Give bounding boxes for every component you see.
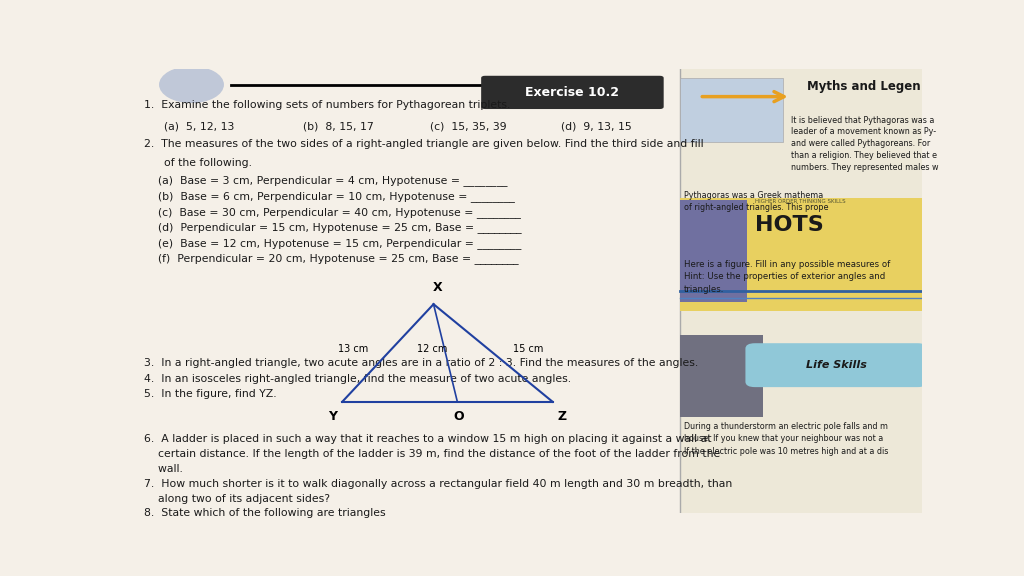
Text: (d)  9, 13, 15: (d) 9, 13, 15 bbox=[560, 122, 631, 131]
Text: During a thunderstorm an electric pole falls and m
house. If you knew that your : During a thunderstorm an electric pole f… bbox=[684, 422, 888, 456]
Text: (b)  8, 15, 17: (b) 8, 15, 17 bbox=[303, 122, 374, 131]
Text: Z: Z bbox=[557, 410, 566, 423]
Text: certain distance. If the length of the ladder is 39 m, find the distance of the : certain distance. If the length of the l… bbox=[143, 449, 720, 459]
Text: 4.  In an isosceles right-angled triangle, find the measure of two acute angles.: 4. In an isosceles right-angled triangle… bbox=[143, 374, 571, 384]
Text: It is believed that Pythagoras was a
leader of a movement known as Py-
and were : It is believed that Pythagoras was a lea… bbox=[791, 116, 938, 172]
Bar bbox=[680, 78, 782, 142]
Text: (a)  5, 12, 13: (a) 5, 12, 13 bbox=[164, 122, 234, 131]
Text: 5.  In the figure, find YZ.: 5. In the figure, find YZ. bbox=[143, 389, 276, 399]
Text: along two of its adjacent sides?: along two of its adjacent sides? bbox=[143, 494, 330, 504]
Text: X: X bbox=[433, 282, 442, 294]
Text: Y: Y bbox=[329, 410, 337, 423]
Text: 1.  Examine the following sets of numbers for Pythagorean triplets.: 1. Examine the following sets of numbers… bbox=[143, 100, 510, 110]
Text: Life Skills: Life Skills bbox=[806, 360, 867, 370]
Text: 3.  In a right-angled triangle, two acute angles are in a ratio of 2 : 3. Find t: 3. In a right-angled triangle, two acute… bbox=[143, 358, 698, 368]
Text: Exercise 10.2: Exercise 10.2 bbox=[525, 86, 620, 98]
Text: 13 cm: 13 cm bbox=[338, 343, 368, 354]
Bar bbox=[680, 69, 922, 513]
Text: (e)  Base = 12 cm, Hypotenuse = 15 cm, Perpendicular = ________: (e) Base = 12 cm, Hypotenuse = 15 cm, Pe… bbox=[143, 238, 521, 249]
FancyArrowPatch shape bbox=[702, 92, 784, 101]
Text: 15 cm: 15 cm bbox=[513, 343, 544, 354]
Text: 7.  How much shorter is it to walk diagonally across a rectangular field 40 m le: 7. How much shorter is it to walk diagon… bbox=[143, 479, 732, 490]
Text: wall.: wall. bbox=[143, 464, 182, 474]
Text: of the following.: of the following. bbox=[164, 158, 252, 168]
Text: HOTS: HOTS bbox=[755, 215, 823, 236]
Bar bbox=[680, 200, 748, 302]
Text: (d)  Perpendicular = 15 cm, Hypotenuse = 25 cm, Base = ________: (d) Perpendicular = 15 cm, Hypotenuse = … bbox=[143, 222, 521, 233]
Text: 8.  State which of the following are triangles: 8. State which of the following are tria… bbox=[143, 508, 385, 518]
Text: (c)  15, 35, 39: (c) 15, 35, 39 bbox=[430, 122, 506, 131]
Bar bbox=[680, 198, 922, 311]
Text: Here is a figure. Fill in any possible measures of
Hint: Use the properties of e: Here is a figure. Fill in any possible m… bbox=[684, 260, 890, 294]
FancyBboxPatch shape bbox=[745, 343, 927, 387]
Text: O: O bbox=[454, 410, 464, 423]
Circle shape bbox=[160, 67, 223, 103]
FancyBboxPatch shape bbox=[481, 76, 664, 109]
Text: (a)  Base = 3 cm, Perpendicular = 4 cm, Hypotenuse = ________: (a) Base = 3 cm, Perpendicular = 4 cm, H… bbox=[143, 176, 507, 187]
Text: Myths and Legen: Myths and Legen bbox=[807, 81, 921, 93]
Text: Pythagoras was a Greek mathema
of right-angled triangles. This prope: Pythagoras was a Greek mathema of right-… bbox=[684, 191, 828, 212]
Text: (f)  Perpendicular = 20 cm, Hypotenuse = 25 cm, Base = ________: (f) Perpendicular = 20 cm, Hypotenuse = … bbox=[143, 253, 518, 264]
Text: 6.  A ladder is placed in such a way that it reaches to a window 15 m high on pl: 6. A ladder is placed in such a way that… bbox=[143, 434, 712, 444]
Text: 2.  The measures of the two sides of a right-angled triangle are given below. Fi: 2. The measures of the two sides of a ri… bbox=[143, 139, 703, 149]
Text: HIGHER ORDER THINKING SKILLS: HIGHER ORDER THINKING SKILLS bbox=[755, 199, 846, 204]
Text: (b)  Base = 6 cm, Perpendicular = 10 cm, Hypotenuse = ________: (b) Base = 6 cm, Perpendicular = 10 cm, … bbox=[143, 191, 515, 202]
Text: (c)  Base = 30 cm, Perpendicular = 40 cm, Hypotenuse = ________: (c) Base = 30 cm, Perpendicular = 40 cm,… bbox=[143, 207, 521, 218]
Text: 12 cm: 12 cm bbox=[418, 343, 447, 354]
Bar bbox=[680, 335, 763, 417]
